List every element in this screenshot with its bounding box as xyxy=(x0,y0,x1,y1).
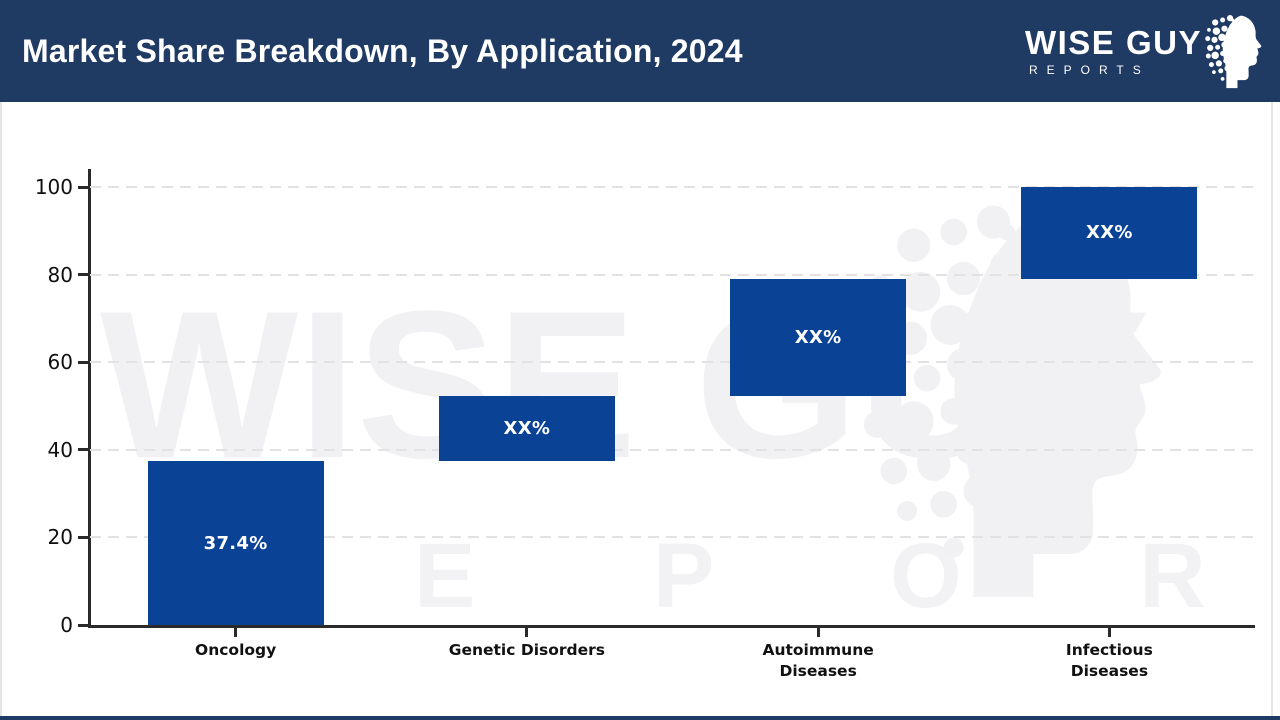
bar-oncology: 37.4% xyxy=(147,461,324,625)
y-axis-line xyxy=(88,169,91,625)
brand-name: WISE GUY xyxy=(1024,23,1202,61)
gridline-y-100 xyxy=(90,186,1255,188)
y-tick-80 xyxy=(78,273,88,277)
x-label-infectious: Infectious Diseases xyxy=(1065,641,1153,680)
header: Market Share Breakdown, By Application, … xyxy=(0,0,1280,102)
x-label-oncology: Oncology xyxy=(195,641,277,659)
bar-genetic-disorders: XX% xyxy=(438,395,615,462)
wiseguy-face-icon xyxy=(1204,9,1266,93)
y-tick-label-100: 100 xyxy=(34,175,73,199)
page-title: Market Share Breakdown, By Application, … xyxy=(22,32,743,69)
x-tick-genetic-disorders xyxy=(525,628,529,637)
y-tick-20 xyxy=(78,535,88,539)
chart-area: WISE GUY R E P O R T S 02040608010037.4%… xyxy=(0,102,1280,716)
gridline-y-80 xyxy=(90,273,1255,276)
bar-autoimmune: XX% xyxy=(730,278,907,396)
gridline-y-60 xyxy=(90,361,1255,364)
x-label-genetic-disorders: Genetic Disorders xyxy=(448,641,605,659)
x-axis-line xyxy=(88,625,1255,628)
bar-infectious: XX% xyxy=(1021,187,1198,279)
bar-value-label-genetic-disorders: XX% xyxy=(503,418,551,440)
x-tick-autoimmune xyxy=(816,628,820,637)
y-tick-label-20: 20 xyxy=(47,525,73,550)
brand-text: WISE GUY REPORTS xyxy=(1025,26,1202,77)
y-tick-label-40: 40 xyxy=(47,437,73,462)
y-tick-label-80: 80 xyxy=(47,262,73,287)
gridline-y-40 xyxy=(90,448,1255,451)
x-tick-infectious xyxy=(1107,628,1111,637)
x-tick-oncology xyxy=(234,628,238,637)
brand-logo: WISE GUY REPORTS xyxy=(1025,9,1266,93)
bar-value-label-oncology: 37.4% xyxy=(203,532,268,554)
y-tick-label-60: 60 xyxy=(47,350,73,375)
y-tick-0 xyxy=(78,623,88,627)
bar-value-label-autoimmune: XX% xyxy=(794,326,842,348)
brand-subtitle: REPORTS xyxy=(1028,62,1150,77)
bar-value-label-infectious: XX% xyxy=(1086,222,1133,244)
gridline-y-20 xyxy=(90,536,1255,539)
y-tick-60 xyxy=(78,360,88,364)
x-label-autoimmune: Autoimmune Diseases xyxy=(762,641,874,680)
y-tick-100 xyxy=(78,185,88,189)
y-tick-40 xyxy=(78,448,88,452)
plot: 0 20 40 60 80 100 37.4% Oncology XX% Genetic Diso… xyxy=(35,169,1255,680)
footer-bar xyxy=(0,716,1280,720)
y-tick-label-0: 0 xyxy=(60,613,73,637)
